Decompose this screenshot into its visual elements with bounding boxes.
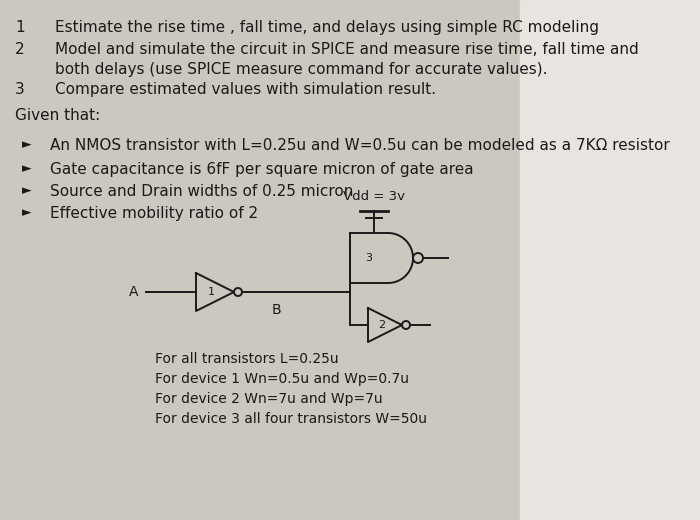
Text: Vdd = 3v: Vdd = 3v <box>343 190 405 203</box>
Text: Gate capacitance is 6fF per square micron of gate area: Gate capacitance is 6fF per square micro… <box>50 162 474 177</box>
Text: 2: 2 <box>15 42 24 57</box>
Text: Source and Drain widths of 0.25 micron: Source and Drain widths of 0.25 micron <box>50 184 354 199</box>
Text: 1: 1 <box>15 20 24 35</box>
Bar <box>520 0 700 520</box>
Text: An NMOS transistor with L=0.25u and W=0.5u can be modeled as a 7KΩ resistor: An NMOS transistor with L=0.25u and W=0.… <box>50 138 670 153</box>
Text: Model and simulate the circuit in SPICE and measure rise time, fall time and: Model and simulate the circuit in SPICE … <box>55 42 638 57</box>
Text: 1: 1 <box>207 287 214 297</box>
Text: For device 2 Wn=7u and Wp=7u: For device 2 Wn=7u and Wp=7u <box>155 392 383 406</box>
Text: ►: ► <box>22 206 32 219</box>
Text: both delays (use SPICE measure command for accurate values).: both delays (use SPICE measure command f… <box>55 62 547 77</box>
Text: Compare estimated values with simulation result.: Compare estimated values with simulation… <box>55 82 436 97</box>
Text: ►: ► <box>22 184 32 197</box>
Text: ►: ► <box>22 162 32 175</box>
Text: For device 1 Wn=0.5u and Wp=0.7u: For device 1 Wn=0.5u and Wp=0.7u <box>155 372 409 386</box>
Text: B: B <box>271 303 281 317</box>
Text: For device 3 all four transistors W=50u: For device 3 all four transistors W=50u <box>155 412 427 426</box>
Text: Given that:: Given that: <box>15 108 100 123</box>
Text: A: A <box>130 285 139 299</box>
Text: 3: 3 <box>365 253 372 263</box>
Text: ►: ► <box>22 138 32 151</box>
Text: Estimate the rise time , fall time, and delays using simple RC modeling: Estimate the rise time , fall time, and … <box>55 20 599 35</box>
Text: 2: 2 <box>379 320 386 330</box>
Text: Effective mobility ratio of 2: Effective mobility ratio of 2 <box>50 206 258 221</box>
Text: 3: 3 <box>15 82 24 97</box>
Text: For all transistors L=0.25u: For all transistors L=0.25u <box>155 352 339 366</box>
